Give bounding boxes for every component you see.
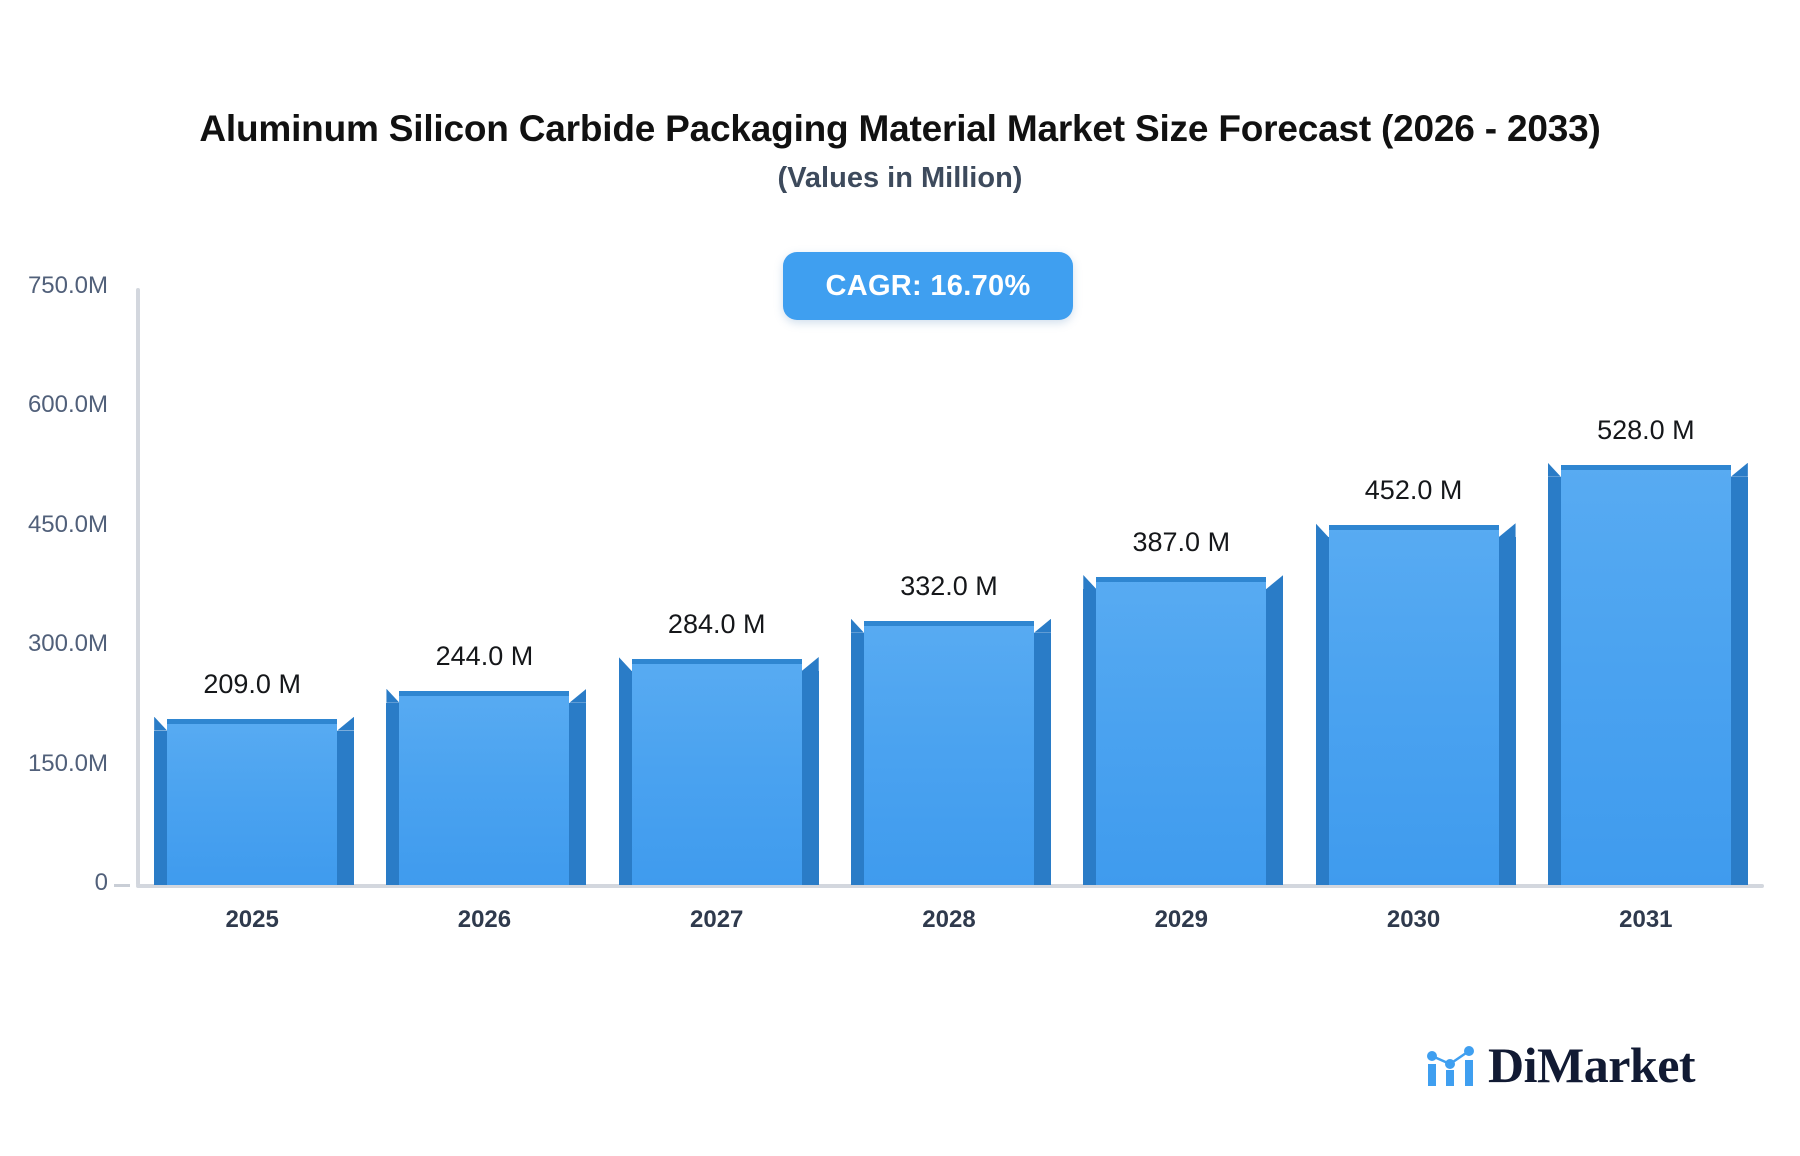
bar-side-left: [1083, 588, 1097, 885]
bar-value-label: 387.0 M: [1132, 526, 1231, 557]
bar-bevel-right: [801, 656, 819, 671]
bar-value-label: 332.0 M: [900, 570, 998, 601]
brand-logo: DiMarket: [1426, 1037, 1696, 1093]
bar-bevel-right: [1498, 523, 1516, 538]
bar-side-left: [618, 670, 632, 885]
y-axis-tick-label: 150.0M: [27, 749, 108, 777]
x-axis-tick-label: 2029: [1154, 906, 1208, 933]
bar-side-right: [1730, 476, 1748, 885]
bar-bevel-right: [337, 716, 355, 731]
bar-side-left: [154, 730, 168, 885]
bar-bevel-left: [154, 716, 168, 731]
bar-front-face: [631, 658, 802, 885]
bar-bevel-left: [618, 656, 632, 671]
bar-front-face: [864, 620, 1034, 885]
bar-bevel-right: [1034, 618, 1051, 633]
x-axis-line: [136, 884, 1764, 888]
bar-side-left: [1547, 476, 1561, 885]
bar-bevel-right: [1266, 574, 1284, 589]
logo-text: DiMarket: [1488, 1037, 1696, 1093]
y-axis-tick-label: 600.0M: [27, 391, 108, 419]
bar-top-face: [167, 718, 338, 724]
x-axis-tick-label: 2030: [1386, 906, 1441, 933]
bar[interactable]: [154, 716, 355, 885]
bar-side-right: [1266, 588, 1284, 885]
bar-bevel-left: [386, 688, 400, 703]
y-axis-tick-label: 750.0M: [27, 272, 108, 299]
bar-chart-icon: [1426, 1042, 1476, 1088]
bar-front-face: [1096, 576, 1267, 885]
bar-bevel-right: [1730, 462, 1748, 477]
bar-top-face: [1096, 576, 1267, 582]
y-axis-tick-label: 450.0M: [27, 510, 108, 538]
plot-area: 209.0 M 244.0 M 284.0 M 332.0 M 387.0 M 452.0…: [136, 288, 1762, 885]
bar-side-left: [386, 702, 400, 885]
bar-value-label: 284.0 M: [667, 608, 766, 639]
x-axis-tick-label: 2025: [225, 906, 279, 933]
bar[interactable]: [386, 688, 587, 885]
bar[interactable]: [1547, 462, 1748, 885]
chart-subtitle: (Values in Million): [777, 162, 1023, 194]
bar-value-label: 209.0 M: [203, 668, 301, 699]
bar-side-right: [801, 670, 819, 885]
bar-bevel-right: [569, 688, 587, 703]
cagr-badge: CAGR: 16.70%: [783, 252, 1073, 320]
bar-bevel-left: [1315, 523, 1329, 538]
bar-bevel-left: [851, 618, 864, 633]
bar-side-right: [1498, 537, 1516, 885]
chart-title: Aluminum Silicon Carbide Packaging Mater…: [199, 108, 1601, 149]
bar-front-face: [1328, 525, 1499, 885]
bar-side-left: [1315, 537, 1329, 885]
bar[interactable]: [618, 656, 819, 885]
bar[interactable]: [1083, 574, 1284, 885]
y-axis-line: [136, 288, 140, 886]
bar-top-face: [1328, 525, 1499, 531]
bar-side-right: [1034, 632, 1051, 885]
bar-value-label: 244.0 M: [435, 640, 534, 671]
bar-top-face: [399, 690, 570, 696]
bar-bevel-left: [1083, 574, 1097, 589]
y-axis-tick-label: 0: [94, 869, 108, 896]
bar[interactable]: [851, 618, 1051, 885]
y-axis-tick-label: 300.0M: [27, 630, 108, 658]
bar-top-face: [864, 620, 1034, 626]
bar-front-face: [167, 718, 338, 885]
bar[interactable]: [1315, 523, 1516, 885]
bar-value-label: 528.0 M: [1597, 414, 1695, 445]
bar-front-face: [399, 690, 570, 885]
bar-side-right: [337, 730, 355, 885]
bar-front-face: [1560, 464, 1731, 885]
bar-side-left: [851, 632, 864, 885]
x-axis-tick-label: 2027: [690, 906, 744, 933]
x-axis-tick-label: 2028: [922, 906, 976, 933]
bar-bevel-left: [1547, 462, 1561, 477]
bar-top-face: [1560, 464, 1731, 470]
bar-value-label: 452.0 M: [1364, 475, 1463, 506]
y-axis-tick-mark: [114, 884, 130, 887]
bar-side-right: [569, 702, 587, 885]
x-axis-tick-label: 2026: [457, 906, 512, 933]
x-axis-tick-label: 2031: [1619, 906, 1673, 933]
bar-top-face: [631, 658, 802, 664]
